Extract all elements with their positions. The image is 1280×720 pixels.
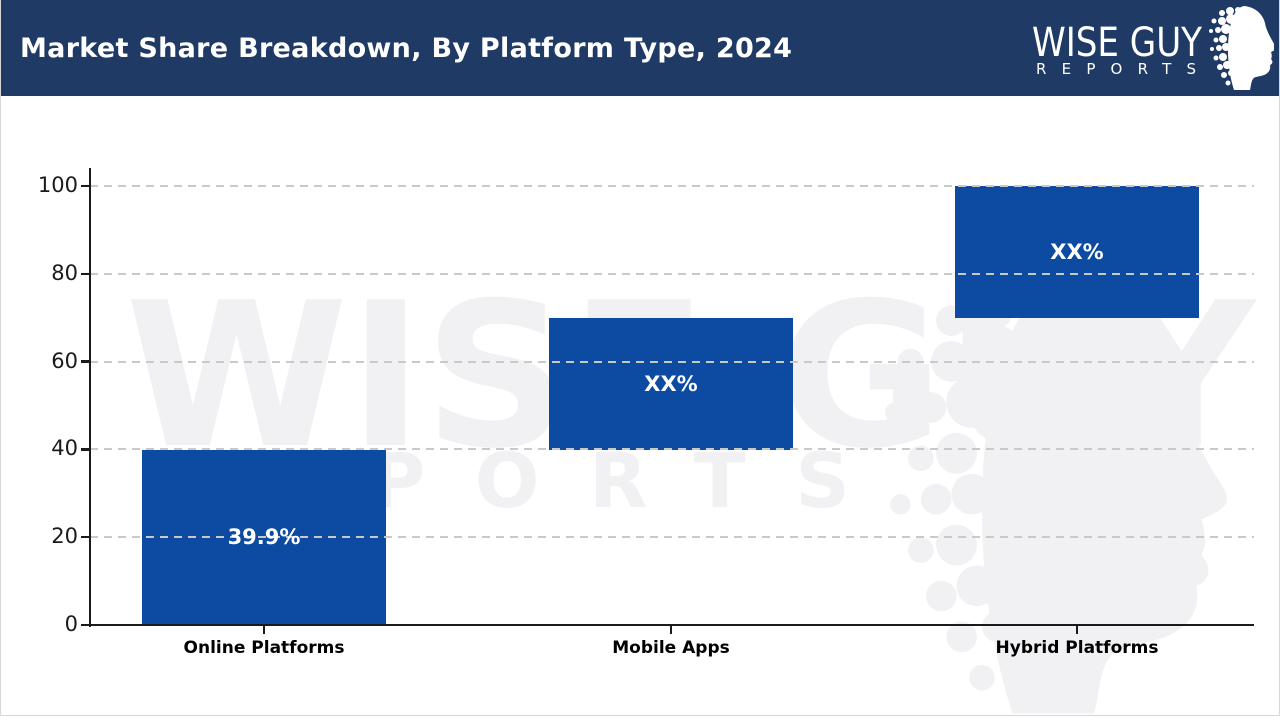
y-tick-mark: [81, 623, 90, 627]
gridline-60: [90, 360, 1254, 363]
header-bar: Market Share Breakdown, By Platform Type…: [0, 0, 1280, 96]
x-tick-mark: [1075, 626, 1079, 634]
page-title: Market Share Breakdown, By Platform Type…: [20, 32, 793, 64]
wise-guy-reports-logo: WISE GUY REPORTS: [1032, 6, 1274, 90]
gridline-80: [90, 272, 1254, 275]
gridline-100: [90, 185, 1254, 187]
y-tick-label: 100: [37, 173, 78, 197]
y-tick-mark: [81, 272, 90, 276]
y-tick-mark: [81, 184, 90, 188]
gridline-40: [90, 448, 1254, 451]
bar-value-label: XX%: [644, 371, 698, 396]
y-tick-label: 80: [51, 260, 78, 285]
bar-value-label: 39.9%: [227, 525, 301, 550]
y-axis-line: [88, 168, 91, 627]
y-tick-mark: [81, 360, 90, 363]
y-tick-label: 20: [51, 524, 78, 549]
y-tick-mark: [81, 448, 90, 451]
x-tick-mark: [669, 626, 673, 634]
y-tick-label: 0: [64, 612, 78, 636]
bar-3: [955, 186, 1199, 319]
x-tick-mark: [262, 626, 266, 634]
y-tick-label: 60: [51, 348, 78, 373]
category-label: Mobile Apps: [612, 638, 730, 658]
category-label: Online Platforms: [183, 638, 345, 658]
bar-2: [549, 318, 793, 450]
category-label: Hybrid Platforms: [995, 638, 1159, 658]
y-tick-label: 40: [51, 436, 78, 461]
gridline-20: [90, 536, 1254, 539]
y-tick-mark: [81, 535, 90, 539]
x-axis-line: [81, 623, 1254, 626]
logo-head-icon: [1209, 6, 1274, 90]
bar-value-label: XX%: [1050, 240, 1104, 265]
logo-wordmark: WISE GUY: [1032, 20, 1202, 66]
